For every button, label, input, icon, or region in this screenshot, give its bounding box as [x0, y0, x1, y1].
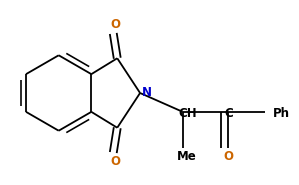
Text: CH: CH — [179, 107, 197, 120]
Text: C: C — [224, 107, 233, 120]
Text: Ph: Ph — [273, 107, 290, 120]
Text: O: O — [110, 18, 120, 31]
Text: O: O — [223, 150, 234, 163]
Text: Me: Me — [177, 150, 197, 163]
Text: N: N — [142, 87, 152, 100]
Text: O: O — [110, 155, 120, 168]
